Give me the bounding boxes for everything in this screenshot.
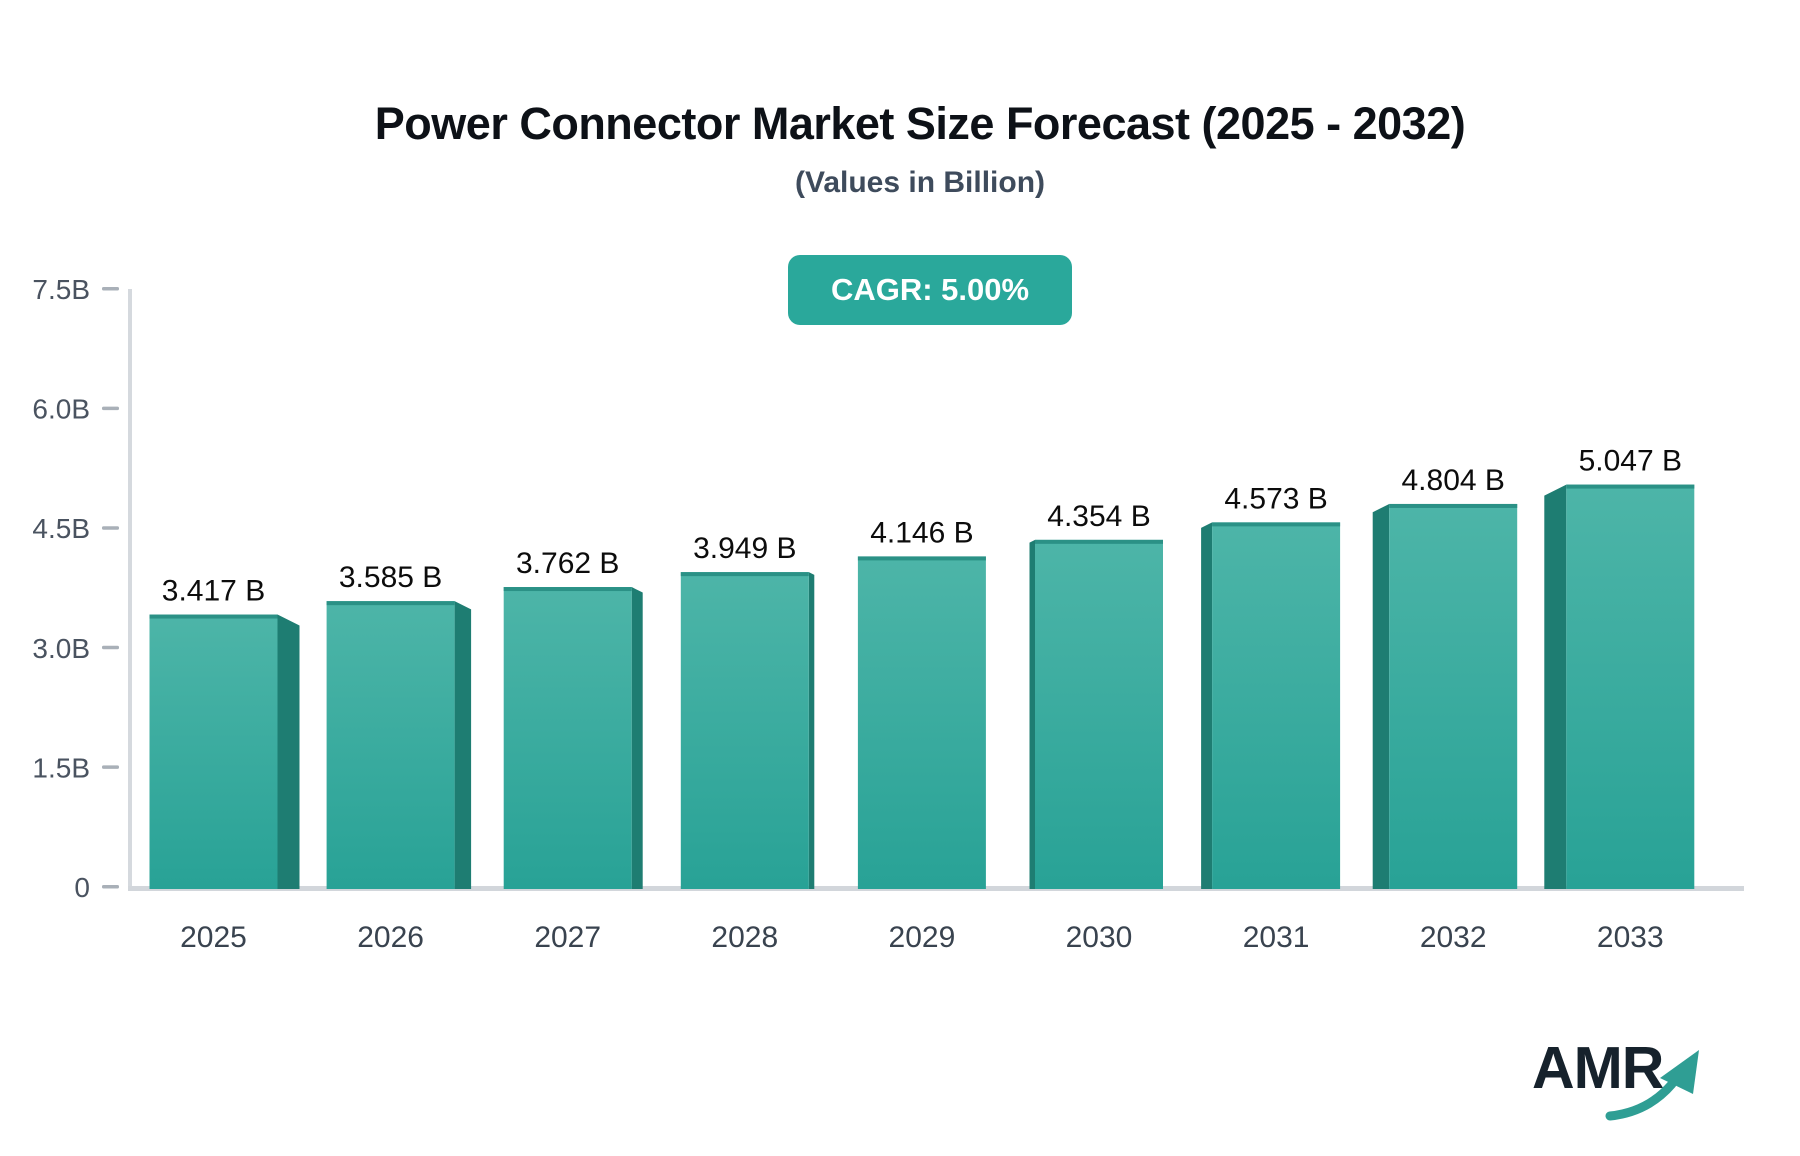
bar-value-label: 4.354 B — [1047, 500, 1150, 533]
y-tick-dash — [102, 406, 119, 411]
y-tick-dash — [102, 765, 119, 769]
x-axis-category-label: 2032 — [1420, 921, 1487, 954]
bar-3d-side — [277, 614, 300, 889]
bar-3d-side — [808, 572, 815, 889]
bar — [503, 587, 632, 889]
bar-top-cap — [1035, 539, 1163, 544]
bar-top-cap — [857, 556, 986, 561]
chart-subtitle: (Values in Billion) — [794, 166, 1046, 199]
bar-top-cap — [149, 614, 278, 619]
bar-value-label: 4.146 B — [870, 516, 973, 549]
bar-3d-side — [1372, 503, 1390, 889]
bar — [1035, 539, 1163, 889]
y-tick-label: 6.0B — [32, 394, 90, 425]
bar-top-cap — [1212, 522, 1341, 527]
x-axis-category-label: 2027 — [534, 921, 601, 954]
bar-value-label: 4.804 B — [1401, 464, 1504, 497]
y-tick-label: 7.5B — [32, 274, 90, 305]
bar-3d-side — [1029, 539, 1035, 889]
bar — [149, 614, 278, 889]
x-axis-category-label: 2028 — [711, 921, 778, 954]
bar-top-cap — [1389, 503, 1518, 508]
bar-3d-side — [631, 587, 643, 889]
bar — [857, 556, 986, 889]
bar-value-label: 3.585 B — [339, 561, 442, 594]
bar-3d-side — [454, 601, 472, 889]
amr-logo: AMR — [1528, 1034, 1718, 1124]
bar-3d-side — [1201, 522, 1213, 889]
bar — [680, 572, 809, 889]
y-axis-line — [128, 289, 132, 890]
bar — [326, 601, 455, 889]
bar-3d-side — [1544, 484, 1567, 889]
amr-logo-text: AMR — [1532, 1035, 1664, 1101]
x-axis-category-label: 2030 — [1066, 921, 1133, 954]
bar-value-label: 5.047 B — [1579, 445, 1682, 478]
y-tick-dash — [102, 526, 119, 530]
y-tick-dash — [102, 885, 119, 889]
bar-value-label: 3.417 B — [162, 575, 265, 608]
bar-value-label: 4.573 B — [1224, 482, 1327, 515]
x-axis-category-label: 2025 — [180, 921, 247, 954]
bar-top-cap — [680, 572, 809, 577]
y-tick-label: 0 — [74, 872, 90, 903]
y-tick-dash — [102, 645, 119, 650]
x-axis-category-label: 2029 — [889, 921, 956, 954]
cagr-badge-label: CAGR: 5.00% — [830, 272, 1030, 307]
y-tick-dash — [102, 287, 119, 291]
bar-value-label: 3.762 B — [516, 547, 619, 580]
bar-top-cap — [503, 587, 632, 592]
y-tick-label: 1.5B — [32, 752, 90, 783]
bar — [1212, 522, 1341, 889]
growth-arrow-icon — [1605, 1050, 1699, 1121]
bar-value-label: 3.949 B — [693, 532, 796, 565]
bar — [1389, 503, 1518, 889]
x-axis-category-label: 2033 — [1597, 921, 1664, 954]
y-tick-label: 4.5B — [32, 513, 90, 544]
x-axis-category-label: 2026 — [357, 921, 424, 954]
cagr-badge: CAGR: 5.00% — [788, 255, 1072, 325]
bar-top-cap — [326, 601, 455, 606]
bar-top-cap — [1566, 484, 1695, 489]
bar — [1566, 484, 1695, 889]
y-tick-label: 3.0B — [32, 633, 90, 664]
chart-title: Power Connector Market Size Forecast (20… — [374, 98, 1466, 149]
x-axis-category-label: 2031 — [1243, 921, 1310, 954]
